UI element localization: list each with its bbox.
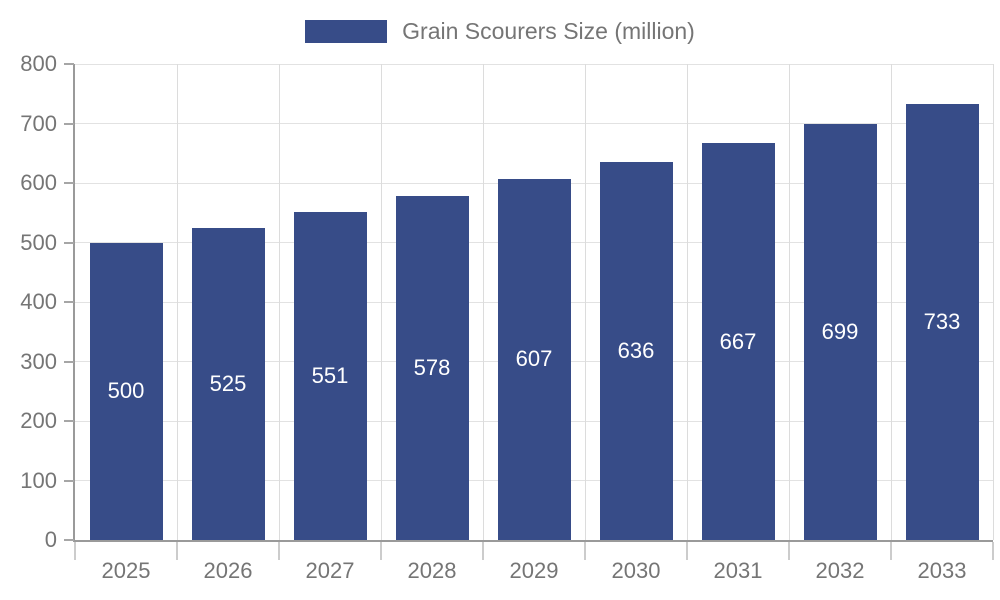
x-gridline xyxy=(788,64,790,540)
bar-value-label: 699 xyxy=(821,319,859,345)
bar: 607 xyxy=(497,178,571,540)
bar: 500 xyxy=(89,242,163,540)
x-tick-label: 2030 xyxy=(611,558,661,583)
bar: 699 xyxy=(803,124,877,540)
x-axis-tick xyxy=(176,542,178,560)
legend-label: Grain Scourers Size (million) xyxy=(402,18,695,44)
bar-value-label: 500 xyxy=(107,378,145,404)
y-axis-tick xyxy=(64,420,74,422)
bar-value-label: 551 xyxy=(311,363,349,389)
x-axis-tick xyxy=(686,542,688,560)
bar-value-label: 578 xyxy=(413,355,451,381)
x-axis-tick xyxy=(278,542,280,560)
y-tick-label: 300 xyxy=(20,348,57,374)
x-gridline xyxy=(584,64,586,540)
x-axis-tick xyxy=(482,542,484,560)
x-tick-label: 2033 xyxy=(917,558,967,583)
x-axis-tick xyxy=(788,542,790,560)
y-axis-tick xyxy=(64,539,74,541)
y-tick-label: 0 xyxy=(44,527,57,552)
x-tick-label: 2027 xyxy=(305,558,355,583)
y-tick-label: 800 xyxy=(20,51,57,76)
x-gridline xyxy=(176,64,178,540)
x-tick-label: 2029 xyxy=(509,558,559,583)
y-axis-tick xyxy=(64,182,74,184)
y-axis-tick xyxy=(64,241,74,244)
x-gridline xyxy=(686,64,688,540)
bar-value-label: 733 xyxy=(923,308,961,334)
y-gridline xyxy=(75,63,993,65)
y-axis-tick xyxy=(64,63,74,65)
bar: 578 xyxy=(395,196,469,540)
x-tick-label: 2025 xyxy=(101,558,151,583)
y-tick-label: 200 xyxy=(20,408,57,433)
y-tick-label: 500 xyxy=(20,229,57,255)
y-tick-label: 400 xyxy=(20,289,57,314)
x-tick-label: 2031 xyxy=(713,558,763,583)
bar: 636 xyxy=(599,161,673,540)
x-gridline xyxy=(278,64,280,540)
y-axis-tick xyxy=(64,122,74,125)
plot-area: 0 100 200 300 400 500 600 700 800 500 2025 525 2026 5… xyxy=(20,51,994,583)
bar: 551 xyxy=(293,212,367,540)
bar-value-label: 607 xyxy=(515,346,553,372)
x-gridline xyxy=(380,64,382,540)
chart-legend: Grain Scourers Size (million) xyxy=(0,17,1000,45)
y-gridline xyxy=(75,123,993,124)
bar: 525 xyxy=(191,227,265,540)
bar-value-label: 667 xyxy=(719,328,757,354)
y-axis-tick xyxy=(64,479,74,482)
x-axis-tick xyxy=(584,542,586,560)
y-axis-tick xyxy=(64,301,74,303)
y-tick-label: 600 xyxy=(20,170,57,195)
x-axis-tick xyxy=(890,542,892,560)
x-gridline xyxy=(890,64,892,540)
x-gridline xyxy=(992,64,994,540)
bar: 733 xyxy=(905,103,979,540)
x-gridline xyxy=(482,64,484,540)
y-tick-label: 700 xyxy=(20,110,57,136)
legend-swatch xyxy=(305,19,388,43)
bar-value-label: 525 xyxy=(209,370,247,396)
y-tick-label: 100 xyxy=(20,467,57,493)
y-axis-tick xyxy=(64,360,74,363)
bar: 667 xyxy=(701,143,775,540)
x-axis-tick xyxy=(380,542,382,560)
x-tick-label: 2028 xyxy=(407,558,457,583)
x-tick-label: 2026 xyxy=(203,558,253,583)
x-axis-tick xyxy=(74,542,76,560)
x-axis-tick xyxy=(992,542,994,560)
x-tick-label: 2032 xyxy=(815,558,865,583)
bar-value-label: 636 xyxy=(617,337,655,363)
